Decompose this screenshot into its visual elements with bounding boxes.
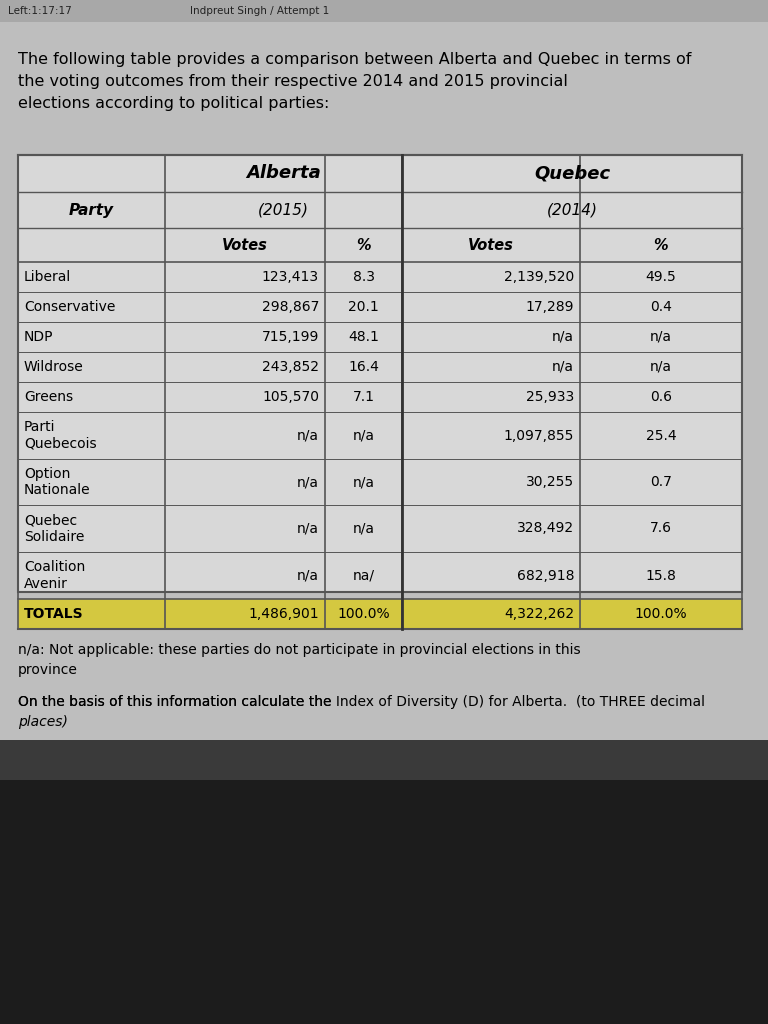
Text: 105,570: 105,570	[262, 390, 319, 404]
Text: the voting outcomes from their respective 2014 and 2015 provincial: the voting outcomes from their respectiv…	[18, 74, 568, 89]
Text: Left:1:17:17: Left:1:17:17	[8, 6, 71, 16]
Text: 48.1: 48.1	[348, 330, 379, 344]
Text: n/a: n/a	[353, 475, 375, 489]
Bar	[18, 155, 742, 592]
Text: On the basis of this information calculate the: On the basis of this information calcula…	[18, 695, 336, 709]
Text: province: province	[18, 663, 78, 677]
Text: elections according to political parties:: elections according to political parties…	[18, 96, 329, 111]
Text: Quebec
Solidaire: Quebec Solidaire	[24, 513, 84, 544]
Text: n/a: n/a	[552, 360, 574, 374]
Text: Coalition
Avenir: Coalition Avenir	[24, 560, 85, 591]
Text: 20.1: 20.1	[348, 300, 379, 314]
Bar	[18, 599, 742, 629]
Text: 4,322,262: 4,322,262	[504, 607, 574, 621]
Text: 8.3: 8.3	[353, 270, 375, 284]
Text: %: %	[654, 238, 668, 253]
Text: 17,289: 17,289	[525, 300, 574, 314]
Text: 7.6: 7.6	[650, 521, 672, 536]
Bar	[0, 780, 768, 1024]
Text: n/a: n/a	[650, 330, 672, 344]
Text: TOTALS: TOTALS	[24, 607, 84, 621]
Text: n/a: n/a	[297, 568, 319, 583]
Text: 298,867: 298,867	[262, 300, 319, 314]
Text: Option
Nationale: Option Nationale	[24, 467, 91, 498]
Text: n/a: Not applicable: these parties do not participate in provincial elections in: n/a: Not applicable: these parties do no…	[18, 643, 581, 657]
Text: A/: A/	[236, 764, 253, 782]
Text: 123,413: 123,413	[262, 270, 319, 284]
Text: places): places)	[18, 715, 68, 729]
Text: 7.1: 7.1	[353, 390, 375, 404]
Text: Liberal: Liberal	[24, 270, 71, 284]
Text: 243,852: 243,852	[262, 360, 319, 374]
Text: na/: na/	[353, 568, 375, 583]
Text: NDP: NDP	[24, 330, 54, 344]
Text: Votes: Votes	[222, 238, 268, 253]
Text: 100.0%: 100.0%	[634, 607, 687, 621]
Text: 1,097,855: 1,097,855	[504, 428, 574, 442]
Text: 25.4: 25.4	[646, 428, 677, 442]
Text: 15.8: 15.8	[646, 568, 677, 583]
Text: 682,918: 682,918	[517, 568, 574, 583]
Text: 0.6: 0.6	[650, 390, 672, 404]
Text: Conservative: Conservative	[24, 300, 115, 314]
Text: n/a: n/a	[297, 521, 319, 536]
Text: Alberta: Alberta	[246, 165, 321, 182]
Text: Parti
Quebecois: Parti Quebecois	[24, 420, 97, 451]
Text: 25,933: 25,933	[526, 390, 574, 404]
Text: 100.0%: 100.0%	[337, 607, 390, 621]
Text: 1,486,901: 1,486,901	[248, 607, 319, 621]
Bar	[0, 740, 768, 780]
Text: n/a: n/a	[650, 360, 672, 374]
Text: On the basis of this information calculate the Index of Diversity (D) for Albert: On the basis of this information calcula…	[18, 695, 705, 709]
Text: Indpreut Singh / Attempt 1: Indpreut Singh / Attempt 1	[190, 6, 329, 16]
Text: 715,199: 715,199	[262, 330, 319, 344]
Text: n/a: n/a	[552, 330, 574, 344]
Text: (2015): (2015)	[258, 203, 309, 217]
Text: 2,139,520: 2,139,520	[504, 270, 574, 284]
Text: Wildrose: Wildrose	[24, 360, 84, 374]
Text: Quebec: Quebec	[534, 165, 610, 182]
Bar	[18, 746, 218, 799]
Text: n/a: n/a	[297, 428, 319, 442]
Text: %: %	[356, 238, 371, 253]
Text: (2014): (2014)	[547, 203, 598, 217]
Text: Party: Party	[69, 203, 114, 217]
Text: 30,255: 30,255	[526, 475, 574, 489]
Text: 49.5: 49.5	[646, 270, 677, 284]
Text: Greens: Greens	[24, 390, 73, 404]
Bar	[0, 0, 768, 22]
Text: n/a: n/a	[297, 475, 319, 489]
Text: 0.4: 0.4	[650, 300, 672, 314]
Text: n/a: n/a	[353, 521, 375, 536]
Text: Votes: Votes	[468, 238, 514, 253]
Text: 328,492: 328,492	[517, 521, 574, 536]
Text: 16.4: 16.4	[348, 360, 379, 374]
Text: The following table provides a comparison between Alberta and Quebec in terms of: The following table provides a compariso…	[18, 52, 691, 67]
Text: 0.7: 0.7	[650, 475, 672, 489]
Text: n/a: n/a	[353, 428, 375, 442]
